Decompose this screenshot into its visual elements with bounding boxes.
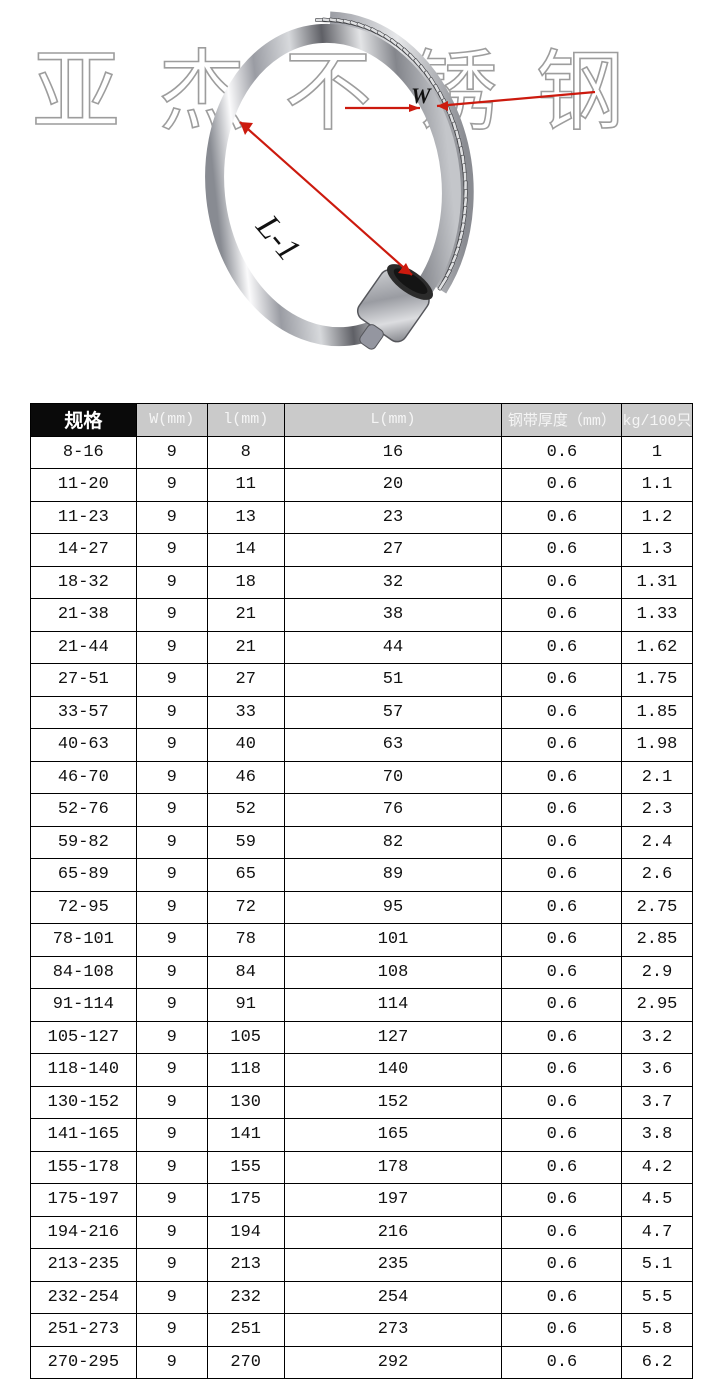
svg-text:W: W (411, 83, 432, 108)
svg-text:L-1: L-1 (248, 208, 307, 269)
svg-text:亚杰不锈钢: 亚杰不锈钢 (32, 42, 662, 141)
